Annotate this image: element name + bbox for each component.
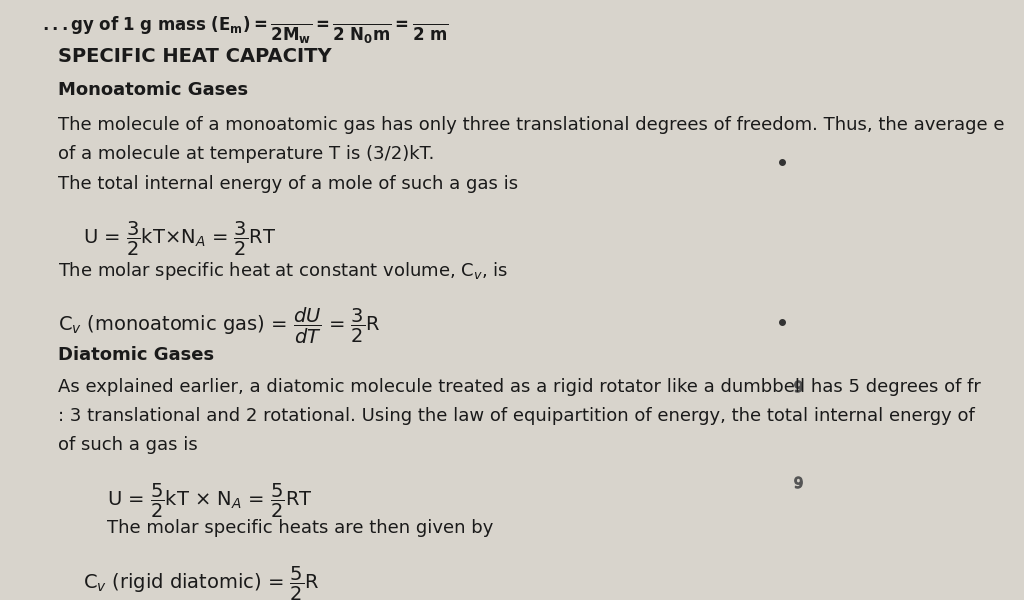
Text: The total internal energy of a mole of such a gas is: The total internal energy of a mole of s…	[58, 175, 518, 193]
Text: SPECIFIC HEAT CAPACITY: SPECIFIC HEAT CAPACITY	[58, 47, 332, 66]
Text: of a molecule at temperature T is (3/2)kT.: of a molecule at temperature T is (3/2)k…	[58, 145, 434, 163]
Text: The molar specific heats are then given by: The molar specific heats are then given …	[108, 519, 494, 537]
Text: As explained earlier, a diatomic molecule treated as a rigid rotator like a dumb: As explained earlier, a diatomic molecul…	[58, 377, 981, 395]
Text: The molecule of a monoatomic gas has only three translational degrees of freedom: The molecule of a monoatomic gas has onl…	[58, 116, 1005, 134]
Text: of such a gas is: of such a gas is	[58, 436, 198, 454]
Text: $\mathbf{...gy\ of\ 1\ g\ mass\ (E_m) = \dfrac{\ }{2M_w} = \dfrac{\ }{2\ N_0 m} : $\mathbf{...gy\ of\ 1\ g\ mass\ (E_m) = …	[42, 15, 449, 46]
Text: The molar specific heat at constant volume, C$_v$, is: The molar specific heat at constant volu…	[58, 260, 509, 282]
Text: : 3 translational and 2 rotational. Using the law of equipartition of energy, th: : 3 translational and 2 rotational. Usin…	[58, 407, 975, 425]
Text: Monoatomic Gases: Monoatomic Gases	[58, 82, 249, 100]
Text: U = $\dfrac{3}{2}$kT$\times$N$_A$ = $\dfrac{3}{2}$RT: U = $\dfrac{3}{2}$kT$\times$N$_A$ = $\df…	[83, 220, 275, 258]
Text: U = $\dfrac{5}{2}$kT $\times$ N$_A$ = $\dfrac{5}{2}$RT: U = $\dfrac{5}{2}$kT $\times$ N$_A$ = $\…	[108, 482, 312, 520]
Text: Diatomic Gases: Diatomic Gases	[58, 346, 214, 364]
Text: C$_v$ (rigid diatomic) = $\dfrac{5}{2}$R: C$_v$ (rigid diatomic) = $\dfrac{5}{2}$R	[83, 565, 319, 600]
Text: C$_v$ (monoatomic gas) = $\dfrac{dU}{dT}$ = $\dfrac{3}{2}$R: C$_v$ (monoatomic gas) = $\dfrac{dU}{dT}…	[58, 305, 381, 346]
